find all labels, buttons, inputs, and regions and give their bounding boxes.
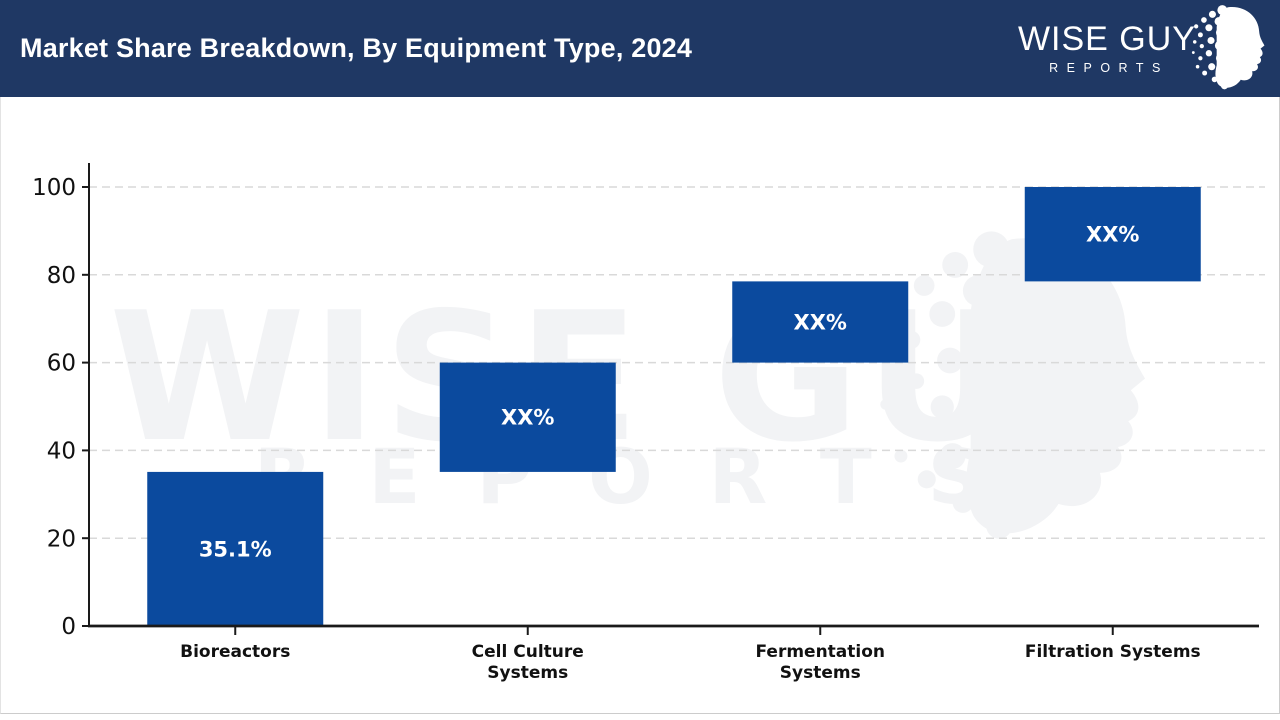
category-label: Filtration Systems (1025, 642, 1201, 662)
y-tick-label: 60 (47, 351, 76, 377)
head-dot (968, 314, 1005, 351)
head-dot (1191, 50, 1195, 54)
head-dot (1208, 10, 1216, 18)
bar-value-label: XX% (794, 310, 847, 334)
head-dot (962, 275, 994, 307)
head-dot (1201, 16, 1207, 23)
watermark-subtext: REPORTS (254, 432, 1039, 521)
head-dot (917, 470, 936, 489)
head-dot (1199, 43, 1204, 48)
head-dot (1208, 62, 1216, 70)
head-dot (1218, 66, 1227, 76)
head-dot (908, 373, 925, 389)
head-dot (1214, 40, 1225, 50)
head-dot (964, 361, 998, 396)
bar-cell-culture-systems (439, 362, 616, 472)
chart-area: WISE GU REPORTS 0 20 40 60 80 100 35.1% XX% XX% X… (0, 97, 1280, 714)
head-dot (1205, 23, 1213, 31)
y-tick-label: 40 (47, 438, 76, 464)
head-dot (1198, 55, 1203, 60)
y-tick-label: 100 (32, 175, 76, 201)
head-dot (1205, 49, 1213, 56)
wise-guy-logo: WISE GUY REPORTS (1018, 3, 1280, 95)
head-dot (1214, 16, 1224, 26)
y-tick-label: 20 (47, 526, 76, 552)
bar-value-label: 35.1% (199, 537, 272, 561)
dotted-head-icon (1191, 4, 1265, 89)
waterfall-chart: 0 20 40 60 80 100 35.1% XX% XX% XX% Bioreactors Cel… (32, 163, 1265, 683)
head-dot (1192, 39, 1197, 44)
head-dot (894, 449, 908, 463)
category-label: Cell Culture Systems (472, 642, 584, 683)
head-dot (1194, 23, 1199, 28)
head-dot (1197, 31, 1203, 37)
head-dot (930, 395, 954, 419)
bar-value-label: XX% (1086, 223, 1139, 247)
head-dot (1215, 52, 1226, 63)
logo-text: WISE GUY REPORTS (1018, 22, 1196, 75)
head-dot (929, 301, 956, 327)
y-tick-label: 0 (61, 614, 76, 640)
head-dot (1217, 4, 1228, 15)
head-dot (903, 417, 919, 433)
head-dot (1211, 76, 1218, 82)
head-dot (1207, 36, 1215, 44)
logo-subtitle: REPORTS (1049, 61, 1169, 75)
logo-name: WISE GUY (1017, 20, 1196, 58)
head-dot (937, 347, 963, 374)
bar-bioreactors (147, 471, 324, 626)
head-dot (880, 399, 891, 410)
head-dot (952, 492, 974, 513)
category-label: Fermentation Systems (755, 642, 885, 683)
y-tick-label: 80 (47, 263, 76, 289)
watermark-head-icon (880, 231, 1146, 539)
head-silhouette (966, 238, 1146, 534)
head-dot (968, 407, 1005, 444)
head-dot (1202, 70, 1208, 76)
head-dot (973, 231, 1010, 268)
header-bar: Market Share Breakdown, By Equipment Typ… (0, 0, 1280, 97)
head-silhouette (1215, 6, 1265, 88)
head-dot (1220, 81, 1228, 89)
head-dot (1215, 27, 1226, 38)
head-dot (986, 512, 1012, 539)
bar-fermentation-systems (732, 281, 909, 363)
category-label: Bioreactors (180, 642, 290, 662)
bar-value-label: XX% (501, 406, 554, 430)
head-dot (942, 252, 969, 278)
head-dot (913, 275, 935, 296)
head-dot (975, 458, 1007, 490)
bar-filtration-systems (1024, 187, 1201, 282)
head-dot (939, 443, 966, 469)
head-dot (1195, 64, 1200, 68)
page-title: Market Share Breakdown, By Equipment Typ… (20, 33, 693, 63)
